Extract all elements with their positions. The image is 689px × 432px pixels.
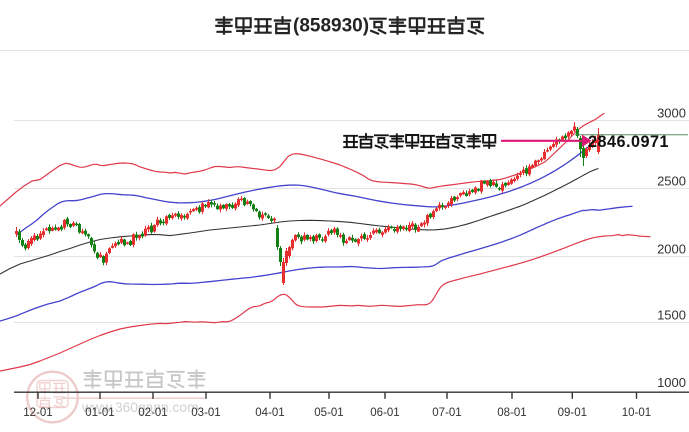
svg-text:2846.0971: 2846.0971 (588, 133, 669, 151)
svg-text:10-01: 10-01 (622, 407, 651, 419)
svg-text:1500: 1500 (657, 308, 686, 323)
svg-text:01-01: 01-01 (85, 407, 114, 419)
svg-text:04-01: 04-01 (255, 407, 284, 419)
svg-text:09-01: 09-01 (558, 407, 587, 419)
svg-text:07-01: 07-01 (432, 407, 461, 419)
svg-text:06-01: 06-01 (370, 407, 399, 419)
svg-text:2500: 2500 (657, 174, 686, 189)
svg-text:3000: 3000 (657, 106, 686, 121)
svg-text:05-01: 05-01 (314, 407, 343, 419)
svg-text:1000: 1000 (657, 375, 686, 390)
svg-text:2000: 2000 (657, 242, 686, 257)
svg-text:(858930): (858930) (293, 16, 369, 37)
svg-text:02-01: 02-01 (138, 407, 167, 419)
svg-text:12-01: 12-01 (23, 407, 52, 419)
svg-text:www.360gann.com: www.360gann.com (81, 400, 199, 415)
svg-text:08-01: 08-01 (497, 407, 526, 419)
svg-text:03-01: 03-01 (191, 407, 220, 419)
